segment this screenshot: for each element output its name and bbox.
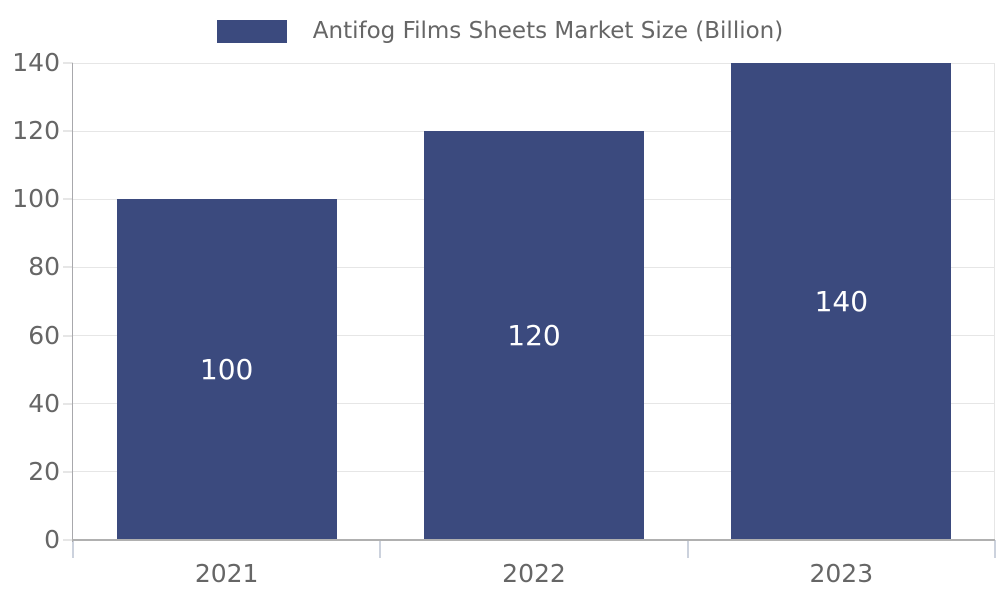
legend-label: Antifog Films Sheets Market Size (Billio… [312,18,784,44]
legend-swatch [216,19,287,43]
y-axis-tick-label: 80 [28,252,60,282]
plot-right-border [994,63,995,540]
y-axis-tick [63,130,73,133]
y-axis-tick [63,470,73,473]
y-axis-line [72,63,73,542]
x-axis-tick [994,540,996,558]
x-axis-label: 2022 [502,559,566,588]
bar-2022[interactable] [424,131,644,540]
bar-value-label: 120 [507,318,561,352]
y-axis-tick [63,402,73,405]
y-axis-tick [63,198,73,201]
y-axis-tick [63,266,73,269]
bar-2023[interactable] [731,63,952,540]
y-axis-tick-label: 40 [28,388,60,418]
x-axis-label: 2021 [194,559,259,588]
y-axis-tick-label: 0 [44,525,60,554]
y-axis-tick-label: 60 [28,320,60,350]
x-axis-tick [379,540,382,558]
bar-value-label: 100 [199,352,254,386]
y-axis-tick-label: 100 [12,184,60,214]
x-axis-tick [686,540,689,558]
chart-legend: Antifog Films Sheets Market Size (Billio… [0,14,1000,48]
y-axis-tick [63,62,73,64]
y-axis-tick [63,539,73,541]
y-axis-tick [63,334,73,337]
y-axis-tick-label: 120 [12,116,60,146]
x-axis-tick [72,540,74,558]
bar-2021[interactable] [116,199,337,540]
y-axis-tick-label: 140 [12,48,60,77]
legend-item[interactable]: Antifog Films Sheets Market Size (Billio… [216,18,784,44]
gridline [73,62,995,64]
x-axis-line [72,539,995,541]
y-axis-tick-label: 20 [28,456,60,486]
bar-value-label: 140 [814,284,869,318]
x-axis-label: 2023 [809,559,874,588]
